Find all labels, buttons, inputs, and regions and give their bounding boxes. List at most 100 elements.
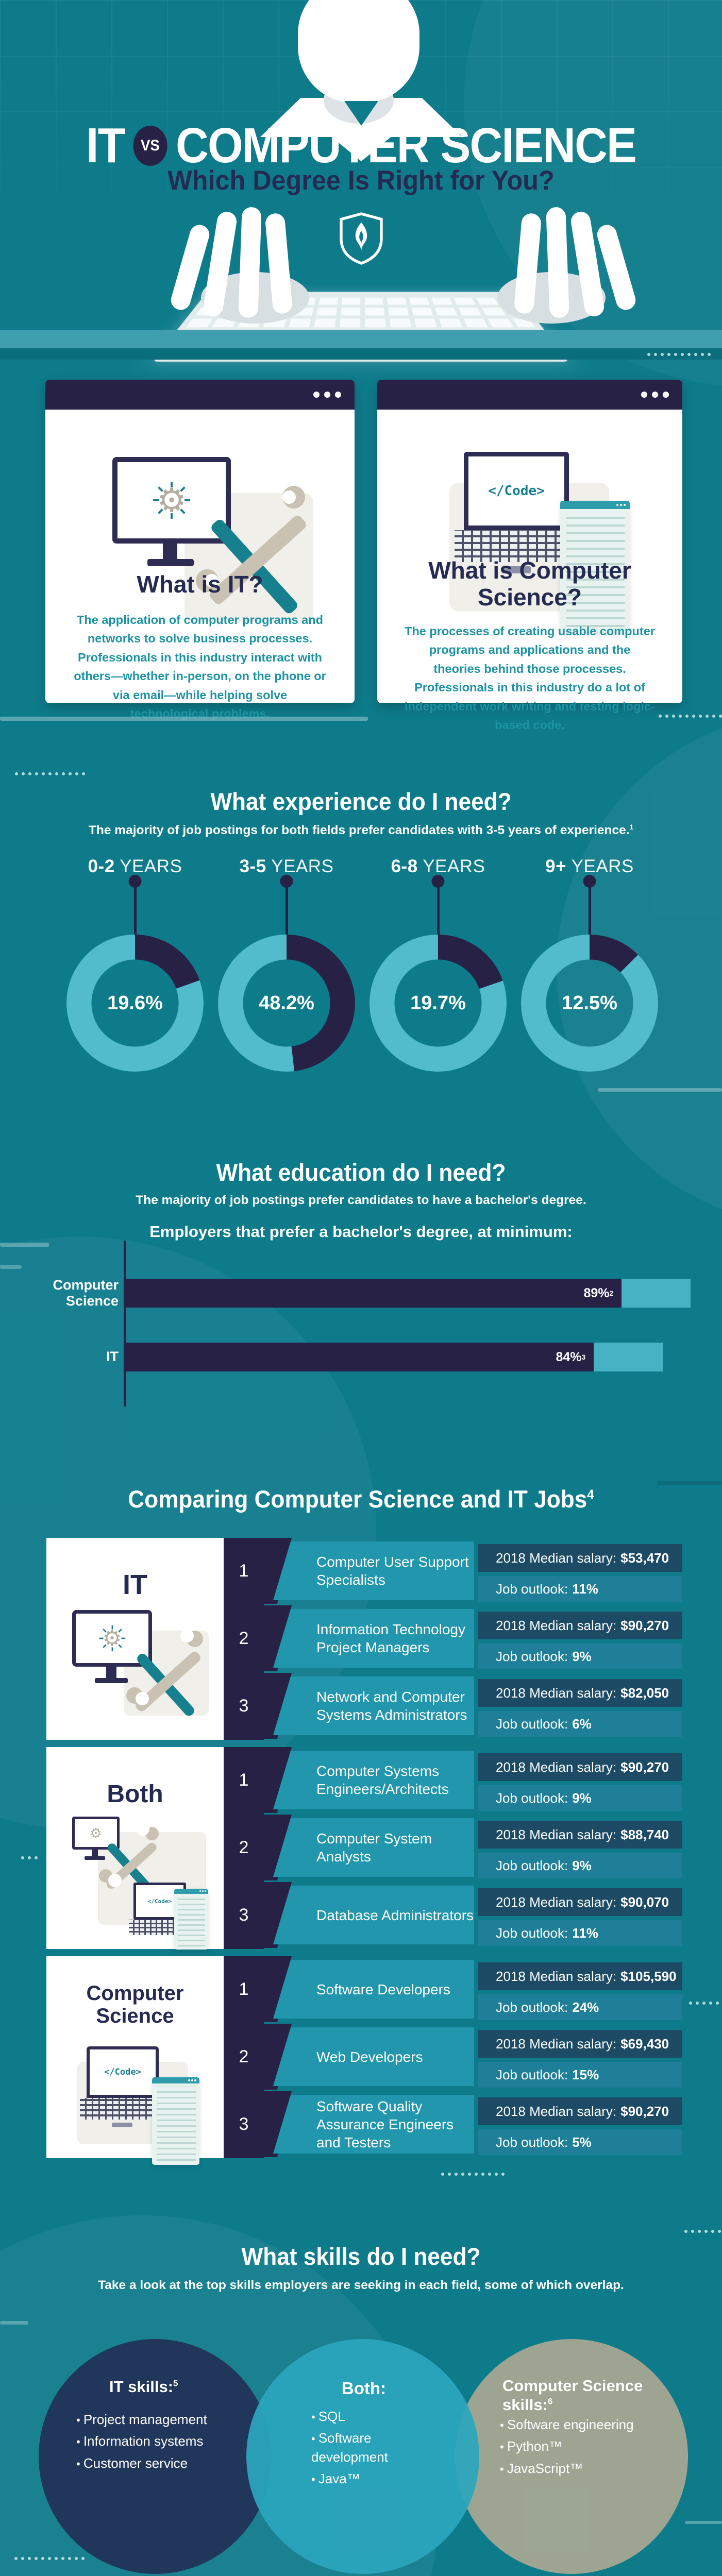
job-outlook: Job outlook: 9%: [478, 1643, 682, 1669]
job-group-card: IT ⚙: [46, 1538, 224, 1740]
cs-illustration-small: </Code>: [70, 2046, 214, 2165]
comparing-title: Comparing Computer Science and IT Jobs4: [128, 1485, 594, 1513]
left-hand-illustration: [169, 207, 320, 339]
title-it: IT: [86, 118, 126, 173]
card-window-bar: [45, 380, 355, 410]
education-chart-rows: Computer Science 89% 2 IT 84% 3: [0, 1277, 722, 1406]
job-title: Computer Systems Engineers/Architects: [273, 1751, 474, 1809]
skill-item: Software development: [311, 2429, 421, 2466]
bar-label: Computer Science: [53, 1277, 119, 1309]
job-row: 1 Computer User Support Specialists 2018…: [0, 1538, 722, 1604]
decor-streak: [0, 1243, 49, 1247]
job-rows: 1 Computer User Support Specialists 2018…: [0, 1538, 722, 1740]
job-outlook: Job outlook: 11%: [478, 1920, 682, 1946]
donut-pin-icon: [588, 885, 591, 936]
card-body: The processes of creating usable compute…: [405, 624, 655, 732]
job-row: 1 Computer Systems Engineers/Architects …: [0, 1747, 722, 1813]
it-illustration-small: ⚙: [67, 1610, 211, 1728]
job-outlook: Job outlook: 11%: [478, 1576, 682, 1602]
job-title: Software Developers: [273, 1960, 474, 2019]
bar-tail: [594, 1343, 663, 1371]
dot-row: [647, 352, 714, 357]
person-head: [298, 0, 419, 103]
job-rank: 1: [239, 1770, 249, 1790]
job-row: 3 Software Quality Assurance Engineers a…: [0, 2091, 722, 2157]
job-outlook: Job outlook: 9%: [478, 1785, 682, 1811]
job-rows: 1 Software Developers 2018 Median salary…: [0, 1956, 722, 2158]
job-salary: 2018 Median salary: $69,430: [478, 2030, 682, 2058]
education-chart-heading: Employers that prefer a bachelor's degre…: [149, 1223, 573, 1241]
job-group-label: IT: [123, 1569, 147, 1600]
venn-both-title: Both:: [341, 2379, 387, 2398]
job-salary: 2018 Median salary: $90,070: [478, 1888, 682, 1916]
job-title: Computer System Analysts: [273, 1818, 474, 1877]
job-row: 2 Web Developers 2018 Median salary: $69,…: [0, 2024, 722, 2090]
vs-badge: VS: [133, 126, 167, 166]
decor-streak: [685, 2521, 722, 2524]
job-rank: 3: [239, 2114, 249, 2134]
job-group-card: Both ⚙ </Code>: [46, 1747, 224, 1950]
code-label: </Code>: [90, 2049, 156, 2095]
donut-pin-icon: [133, 885, 137, 936]
job-row: 3 Database Administrators 2018 Median sa…: [0, 1882, 722, 1948]
job-salary: 2018 Median salary: $105,590: [478, 1962, 682, 1990]
venn-it-list: Project management Information systems Cus…: [76, 2410, 246, 2476]
experience-donut: 9+ YEARS 12.5%: [520, 856, 659, 1083]
main-subtitle: Which Degree Is Right for You?: [167, 165, 555, 196]
job-row: 2 Information Technology Project Manager…: [0, 1605, 722, 1671]
job-salary: 2018 Median salary: $90,270: [478, 1612, 682, 1639]
skill-item: Software engineering: [500, 2415, 670, 2434]
rasmussen-shield-icon: [340, 212, 383, 265]
bar-label: IT: [106, 1349, 119, 1365]
job-title: Software Quality Assurance Engineers and…: [273, 2095, 474, 2154]
skill-item: Project management: [76, 2410, 246, 2429]
dot-row: [21, 1856, 41, 1860]
experience-donut: 6-8 YEARS 19.7%: [368, 856, 508, 1083]
donut-pin-icon: [285, 885, 288, 936]
chart-axis: [124, 1241, 126, 1406]
window-dots-icon: [313, 392, 341, 398]
job-salary: 2018 Median salary: $53,470: [478, 1544, 682, 1572]
bar-fill: 89% 2: [126, 1279, 622, 1308]
decor-streak: [598, 1088, 722, 1092]
job-rank: 2: [239, 1837, 249, 1857]
window-dots-icon: [641, 392, 669, 398]
job-outlook: Job outlook: 15%: [478, 2062, 682, 2088]
job-salary: 2018 Median salary: $88,740: [478, 1821, 682, 1849]
donut-value: 19.6%: [107, 992, 163, 1014]
donut-ring: [66, 935, 204, 1072]
experience-title: What experience do I need?: [210, 788, 512, 815]
skill-item: Python™: [500, 2437, 670, 2455]
dot-row: [14, 772, 88, 776]
document-window-icon: [560, 501, 630, 632]
skill-item: JavaScript™: [500, 2459, 670, 2478]
job-group-both: Both ⚙ </Code>: [0, 1747, 722, 1950]
donut-value: 12.5%: [562, 992, 617, 1014]
job-title: Web Developers: [273, 2027, 474, 2086]
donut-pin-icon: [436, 885, 440, 936]
main-title: IT VS COMPUTER SCIENCE: [29, 117, 693, 174]
bar-fill: 84% 3: [126, 1343, 594, 1371]
job-salary: 2018 Median salary: $90,270: [478, 1753, 682, 1781]
job-title: Database Administrators: [273, 1886, 474, 1944]
what-is-it-card: ⚙ What is IT? The application of compute…: [45, 380, 355, 720]
code-label: </Code>: [468, 456, 564, 526]
venn-cs-title: Computer Science skills:6: [502, 2377, 643, 2414]
job-outlook: Job outlook: 5%: [478, 2129, 682, 2155]
job-row: 3 Network and Computer Systems Administr…: [0, 1673, 722, 1739]
donut-ring: [218, 935, 355, 1072]
job-rank: 3: [239, 1696, 249, 1716]
skills-subtitle: Take a look at the top skills employers …: [98, 2278, 624, 2292]
card-title: What is IT?: [137, 571, 263, 598]
job-row: 1 Software Developers 2018 Median salary…: [0, 1956, 722, 2022]
dot-row: [14, 2556, 88, 2561]
gear-icon: ⚙: [90, 1825, 102, 1841]
donut-ring: [521, 935, 658, 1072]
bar-tail: [622, 1279, 691, 1308]
skill-item: Java™: [311, 2469, 421, 2488]
venn-both-list: SQL Software development Java™: [311, 2407, 421, 2492]
job-number-band: [224, 1747, 264, 1949]
what-is-cs-card: </Code> What is Computer Science? The pr…: [377, 380, 682, 732]
job-salary: 2018 Median salary: $90,270: [478, 2097, 682, 2125]
donut-label: 0-2 YEARS: [88, 856, 182, 876]
